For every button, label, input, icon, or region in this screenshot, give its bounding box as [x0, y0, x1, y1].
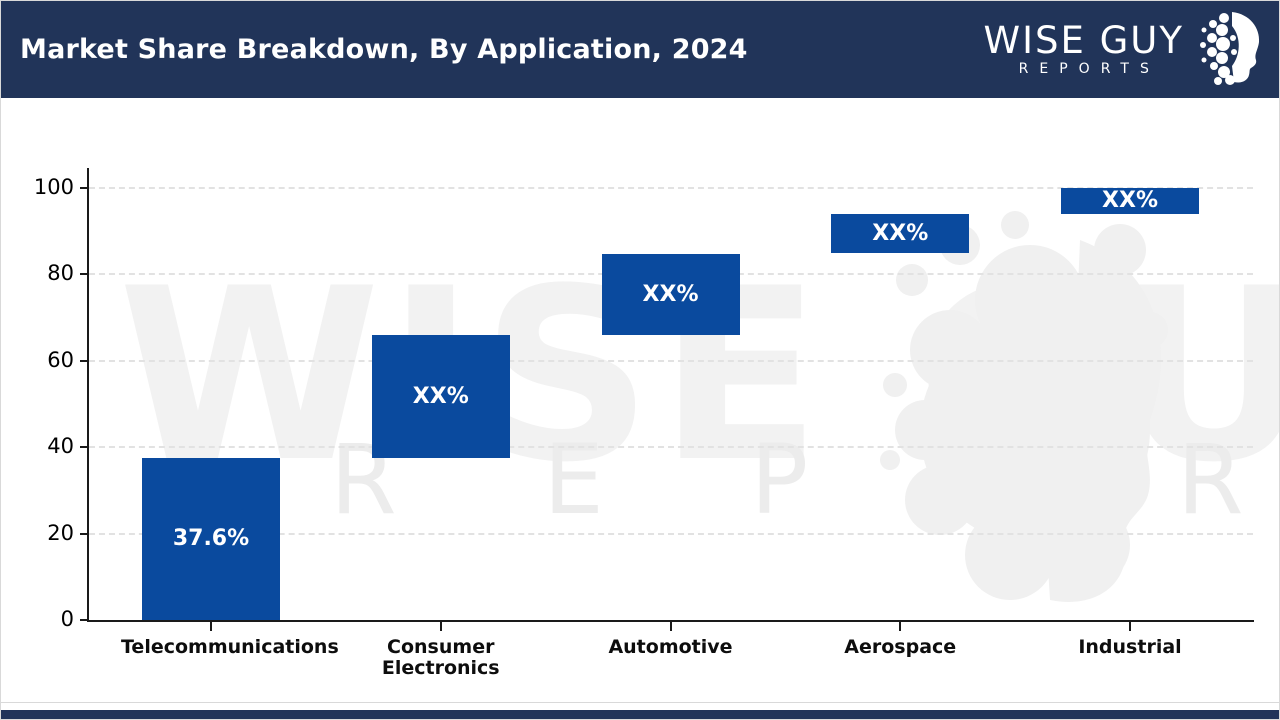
bar: XX%	[371, 334, 510, 458]
y-axis-tick	[80, 446, 88, 449]
logo-text: WISE GUY REPORTS	[984, 22, 1184, 76]
x-axis-category-label: Aerospace	[844, 636, 957, 658]
x-axis-tick	[1129, 622, 1131, 631]
gridline	[89, 359, 1253, 362]
gridline	[89, 532, 1253, 535]
x-axis-category-label: Automotive	[608, 636, 733, 658]
y-axis-tick-label: 60	[47, 347, 74, 372]
y-axis-tick	[80, 619, 88, 621]
y-axis-tick-label: 80	[47, 261, 74, 286]
x-axis-category-label: Telecommunications	[121, 636, 339, 658]
y-axis-tick-label: 20	[47, 520, 74, 545]
chart-title: Market Share Breakdown, By Application, …	[20, 33, 748, 65]
y-axis-tick-label: 100	[33, 175, 74, 199]
bar: XX%	[831, 213, 970, 253]
x-axis-tick	[210, 622, 212, 631]
bar-value-label: 37.6%	[172, 526, 250, 552]
x-axis-category-label: Consumer Electronics	[381, 636, 500, 679]
y-axis-tick	[80, 187, 88, 189]
footer-bar	[0, 710, 1280, 720]
dotted-head-icon	[1200, 12, 1260, 85]
bar-value-label: XX%	[412, 383, 469, 409]
gridline	[89, 187, 1253, 189]
wise-guy-reports-logo: WISE GUY REPORTS	[984, 8, 1262, 90]
bar-value-label: XX%	[872, 220, 929, 246]
gridline	[89, 446, 1253, 449]
x-axis-tick	[899, 622, 902, 631]
bar: XX%	[1061, 188, 1199, 214]
x-axis-line	[87, 620, 1254, 622]
logo-reports-label: REPORTS	[1018, 61, 1160, 77]
bar-value-label: XX%	[1102, 188, 1158, 214]
y-axis-line	[87, 168, 89, 622]
bar-value-label: XX%	[642, 281, 699, 307]
x-axis-category-label: Industrial	[1078, 636, 1182, 658]
bottom-divider-line	[0, 702, 1280, 703]
y-axis-tick-label: 40	[47, 434, 74, 459]
x-axis-tick	[439, 622, 442, 631]
y-axis-tick-label: 0	[60, 607, 74, 631]
y-axis-tick	[80, 532, 88, 535]
x-axis-tick	[669, 622, 672, 631]
header-bar: Market Share Breakdown, By Application, …	[0, 0, 1280, 98]
bar: 37.6%	[142, 457, 280, 620]
bar: XX%	[601, 254, 740, 335]
y-axis-tick	[80, 359, 88, 362]
logo-wiseguy-label: WISE GUY	[983, 19, 1184, 62]
y-axis-tick	[80, 273, 88, 276]
